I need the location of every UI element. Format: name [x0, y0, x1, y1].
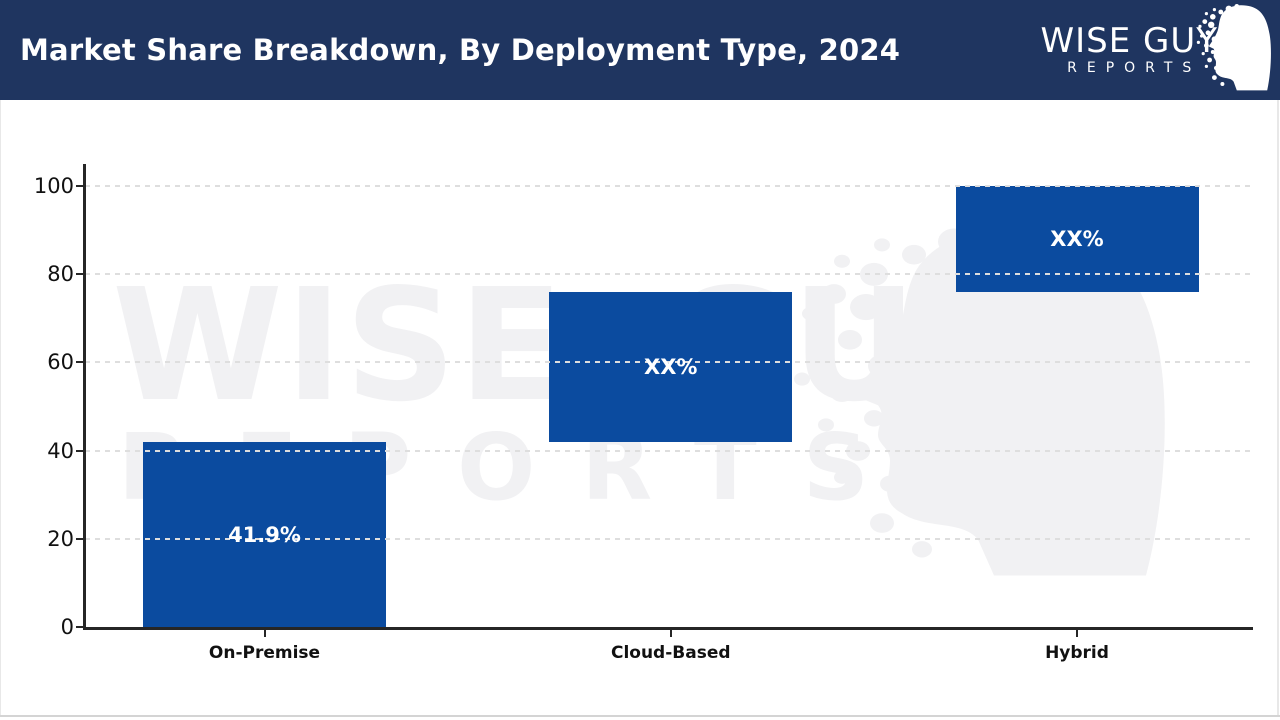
y-tick-mark — [76, 626, 85, 628]
y-tick-label: 20 — [47, 526, 74, 551]
frame-left-edge — [0, 100, 1, 716]
y-tick-mark — [76, 273, 85, 276]
gridline — [85, 537, 1253, 540]
gridline — [85, 273, 1253, 276]
brand-face-icon — [1196, 4, 1271, 91]
brand-name: WISE GUY — [1040, 20, 1218, 61]
x-tick-mark — [1076, 629, 1078, 637]
bar-segment — [549, 291, 793, 443]
frame-bottom-edge — [0, 715, 1280, 717]
y-tick-label: 60 — [47, 350, 74, 375]
x-category-label: Hybrid — [1045, 643, 1109, 663]
x-tick-mark — [263, 629, 266, 637]
y-tick-mark — [76, 449, 85, 452]
chart-region: WISE GUY REPORTS 41.9% XX% XX% 0 20 40 60 80 100… — [0, 100, 1280, 720]
brand-logo: WISE GUY REPORTS — [1040, 4, 1272, 92]
gridline — [85, 185, 1253, 187]
y-tick-mark — [76, 361, 85, 364]
brand-subtitle: REPORTS — [1067, 60, 1202, 77]
frame-right-edge — [1277, 100, 1279, 716]
y-tick-label: 0 — [60, 615, 74, 639]
header: Market Share Breakdown, By Deployment Ty… — [0, 0, 1280, 100]
y-tick-mark — [76, 185, 85, 187]
y-tick-label: 100 — [33, 174, 74, 198]
gridline — [85, 361, 1253, 364]
bar-value-label: XX% — [644, 355, 698, 380]
brand-logo-text: WISE GUY REPORTS — [1040, 20, 1218, 77]
plot-area: 41.9% XX% XX% 0 20 40 60 80 100 On-Premise Cloud-B… — [0, 100, 1280, 720]
y-tick-label: 40 — [47, 438, 74, 463]
gridline — [85, 449, 1253, 452]
y-tick-mark — [76, 537, 85, 540]
x-category-label: Cloud-Based — [610, 643, 731, 663]
page-title: Market Share Breakdown, By Deployment Ty… — [20, 33, 901, 67]
bar-value-label: 41.9% — [228, 522, 301, 547]
y-tick-label: 80 — [47, 262, 74, 287]
x-tick-mark — [669, 629, 672, 637]
y-axis — [83, 163, 86, 629]
bar-value-label: XX% — [1050, 226, 1104, 251]
bar-segment — [143, 442, 386, 627]
x-category-label: On-Premise — [208, 643, 321, 663]
x-axis — [83, 627, 1253, 630]
